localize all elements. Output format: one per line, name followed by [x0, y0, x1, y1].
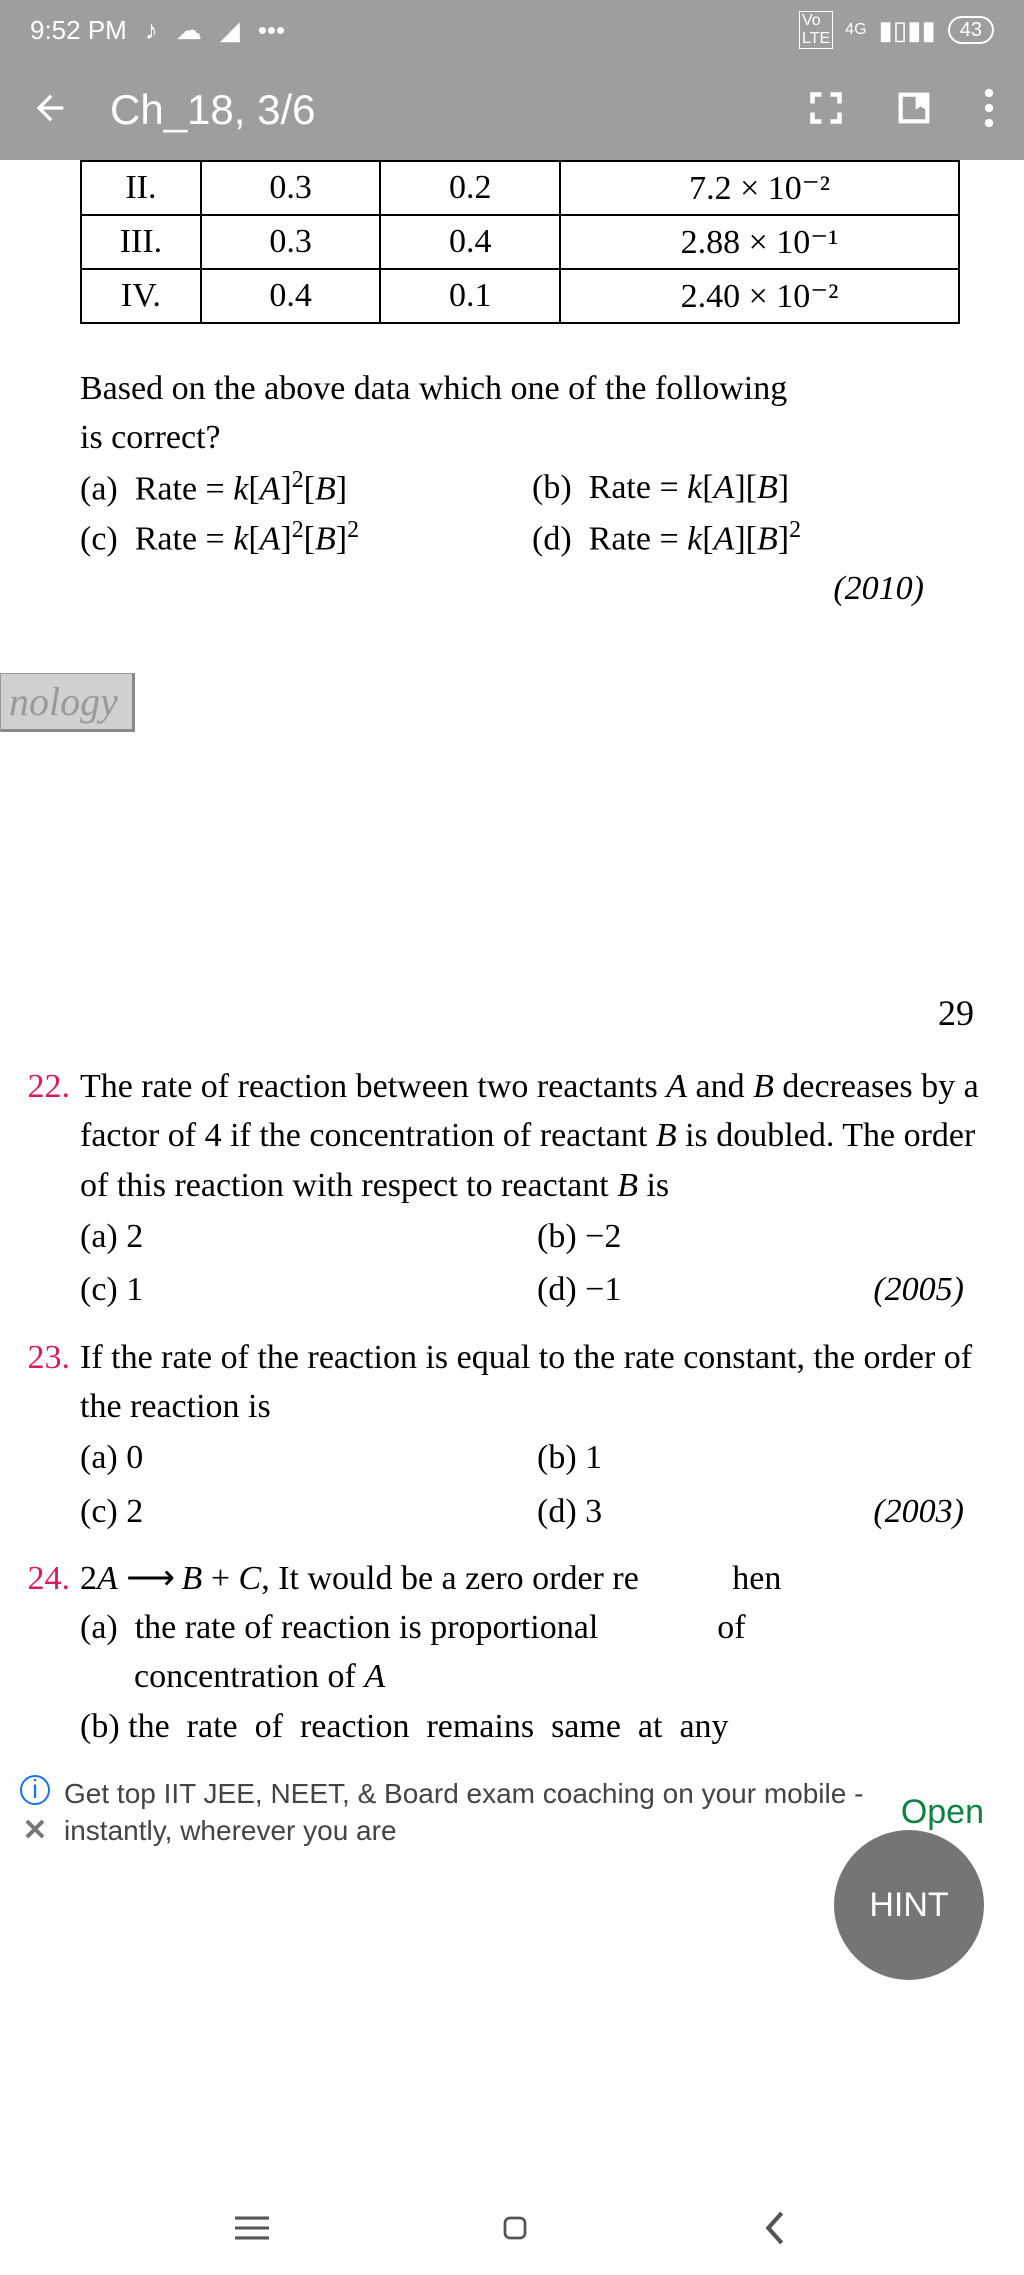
send-icon: ◢ [220, 15, 240, 46]
row-label: III. [81, 215, 201, 269]
q22-option-d: (d) −1 [537, 1265, 873, 1314]
fullscreen-icon[interactable] [808, 90, 844, 131]
q23-option-c: (c) 2 [80, 1485, 537, 1538]
cell-rate: 2.40 × 10⁻² [560, 269, 959, 323]
clock: 9:52 PM [30, 15, 127, 46]
ad-text: Get top IIT JEE, NEET, & Board exam coac… [64, 1776, 901, 1849]
more-status-icon: ••• [258, 15, 285, 46]
cloud-icon: ☁ [176, 15, 202, 46]
q23-option-b: (b) 1 [537, 1431, 994, 1484]
rate-data-table: II. 0.3 0.2 7.2 × 10⁻² III. 0.3 0.4 2.88… [80, 160, 960, 324]
status-bar: 9:52 PM ♪ ☁ ◢ ••• VoLTE 4G ▮▯▮▮ 43 [0, 0, 1024, 60]
app-bar: Ch_18, 3/6 [0, 60, 1024, 160]
ad-open-button[interactable]: Open [901, 1790, 984, 1834]
back-button[interactable] [30, 88, 70, 133]
q24-number: 24. [10, 1554, 80, 1751]
network-label: 4G [845, 21, 866, 39]
q24-option-a-cont: concentration of A [80, 1652, 994, 1701]
recent-apps-icon[interactable] [235, 2214, 269, 2247]
cell-rate: 2.88 × 10⁻¹ [560, 215, 959, 269]
music-icon: ♪ [145, 15, 158, 46]
q23-number: 23. [10, 1333, 80, 1538]
status-right: VoLTE 4G ▮▯▮▮ 43 [799, 11, 994, 49]
table-row: III. 0.3 0.4 2.88 × 10⁻¹ [81, 215, 959, 269]
system-nav-bar [0, 2185, 1024, 2275]
cell-b: 0.1 [380, 269, 560, 323]
table-row: IV. 0.4 0.1 2.40 × 10⁻² [81, 269, 959, 323]
q21-option-b: (b) Rate = k[A][B] [532, 463, 984, 514]
q22-year: (2005) [873, 1265, 994, 1314]
q22-option-b: (b) −2 [537, 1210, 994, 1263]
question-22: 22. The rate of reaction between two rea… [0, 1054, 1024, 1324]
q21-option-c: (c) Rate = k[A]2[B]2 [80, 513, 532, 564]
q21-option-a: (a) Rate = k[A]2[B] [80, 463, 532, 514]
section-tab: nology [0, 673, 135, 732]
document-content: II. 0.3 0.2 7.2 × 10⁻² III. 0.3 0.4 2.88… [0, 160, 1024, 1860]
q22-text: The rate of reaction between two reactan… [80, 1062, 994, 1210]
status-left: 9:52 PM ♪ ☁ ◢ ••• [30, 15, 285, 46]
q22-number: 22. [10, 1062, 80, 1316]
question-24: 24. 2A ⟶ B + C, It would be a zero order… [0, 1546, 1024, 1759]
q24-option-b: (b) the rate of reaction remains same at… [80, 1702, 994, 1751]
close-icon[interactable]: ✕ [22, 1811, 47, 1850]
question-23: 23. If the rate of the reaction is equal… [0, 1325, 1024, 1546]
signal-icon: ▮▯▮▮ [879, 15, 936, 46]
cell-a: 0.3 [201, 161, 381, 215]
doc-title: Ch_18, 3/6 [110, 86, 768, 134]
cell-a: 0.4 [201, 269, 381, 323]
cell-a: 0.3 [201, 215, 381, 269]
app-bar-actions [808, 88, 994, 133]
row-label: IV. [81, 269, 201, 323]
battery-level: 43 [948, 16, 994, 44]
info-icon[interactable]: i [20, 1775, 50, 1805]
cell-rate: 7.2 × 10⁻² [560, 161, 959, 215]
cell-b: 0.4 [380, 215, 560, 269]
q21-option-d: (d) Rate = k[A][B]2 [532, 513, 984, 564]
row-label: II. [81, 161, 201, 215]
q21-prompt2: is correct? [80, 413, 984, 462]
q23-year: (2003) [873, 1487, 994, 1536]
home-icon[interactable] [500, 2213, 530, 2248]
q23-option-a: (a) 0 [80, 1431, 537, 1484]
back-nav-icon[interactable] [761, 2208, 789, 2253]
volte-icon: VoLTE [799, 11, 833, 49]
page-number: 29 [0, 992, 1024, 1054]
q22-option-c: (c) 1 [80, 1263, 537, 1316]
q23-option-d: (d) 3 [537, 1487, 873, 1536]
q22-option-a: (a) 2 [80, 1210, 537, 1263]
q24-text: 2A ⟶ B + C, It would be a zero order re … [80, 1554, 994, 1603]
table-row: II. 0.3 0.2 7.2 × 10⁻² [81, 161, 959, 215]
question-21: Based on the above data which one of the… [0, 354, 1024, 623]
q21-prompt: Based on the above data which one of the… [80, 364, 984, 413]
q23-text: If the rate of the reaction is equal to … [80, 1333, 994, 1432]
q24-option-a: (a) the rate of reaction is proportional… [80, 1603, 994, 1652]
more-menu-icon[interactable] [984, 88, 994, 133]
q21-year: (2010) [80, 564, 984, 613]
hint-button[interactable]: HINT [834, 1830, 984, 1980]
cell-b: 0.2 [380, 161, 560, 215]
bookmark-icon[interactable] [894, 88, 934, 133]
